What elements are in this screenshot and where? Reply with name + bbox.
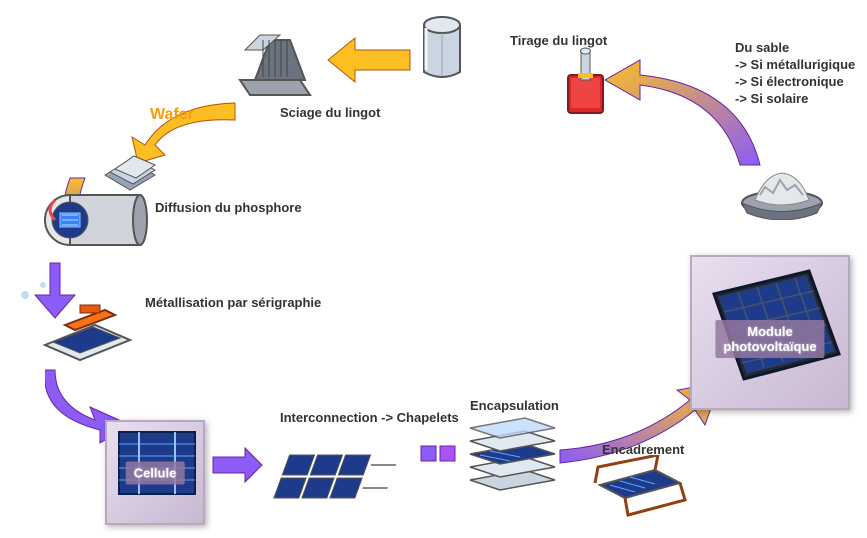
label-framing: Encadrement (602, 442, 684, 459)
label-ingot-pull: Tirage du lingot (510, 33, 607, 50)
node-sand (735, 155, 830, 220)
cylinder-icon (412, 10, 472, 85)
label-metal: Métallisation par sérigraphie (145, 295, 321, 312)
label-diffusion: Diffusion du phosphore (155, 200, 302, 217)
node-encapsulation (455, 415, 565, 505)
ingot-crucible-icon (558, 45, 613, 120)
layered-stack-icon (455, 415, 565, 505)
arrow-cell-to-interconnect (210, 445, 265, 485)
label-encapsulation: Encapsulation (470, 398, 559, 415)
node-ingot-pull (558, 45, 613, 120)
label-interconnect: Interconnection -> Chapelets (280, 410, 459, 427)
node-saw (225, 25, 320, 105)
screen-print-icon (35, 300, 135, 370)
saw-icon (225, 25, 320, 105)
furnace-icon (40, 185, 150, 255)
node-module: Module photovoltaïque (690, 255, 850, 410)
cell-strings-icon (265, 440, 415, 520)
frame-icon (580, 455, 690, 530)
arrow-ingot-to-saw (325, 35, 415, 85)
node-cylinder (412, 10, 472, 85)
label-cell: Cellule (126, 461, 185, 484)
crucible-sand-icon (735, 155, 830, 220)
node-cell: Cellule (105, 420, 205, 525)
node-metal (35, 300, 135, 370)
node-diffusion (40, 185, 150, 255)
label-sand: Du sable -> Si métallurigique -> Si élec… (735, 40, 855, 108)
label-module: Module photovoltaïque (715, 320, 824, 358)
node-interconnect (265, 440, 415, 520)
label-wafer: Wafer (150, 105, 194, 126)
label-saw: Sciage du lingot (280, 105, 380, 122)
node-framing (580, 455, 690, 530)
arrow-interconnect-to-encap (418, 438, 458, 468)
